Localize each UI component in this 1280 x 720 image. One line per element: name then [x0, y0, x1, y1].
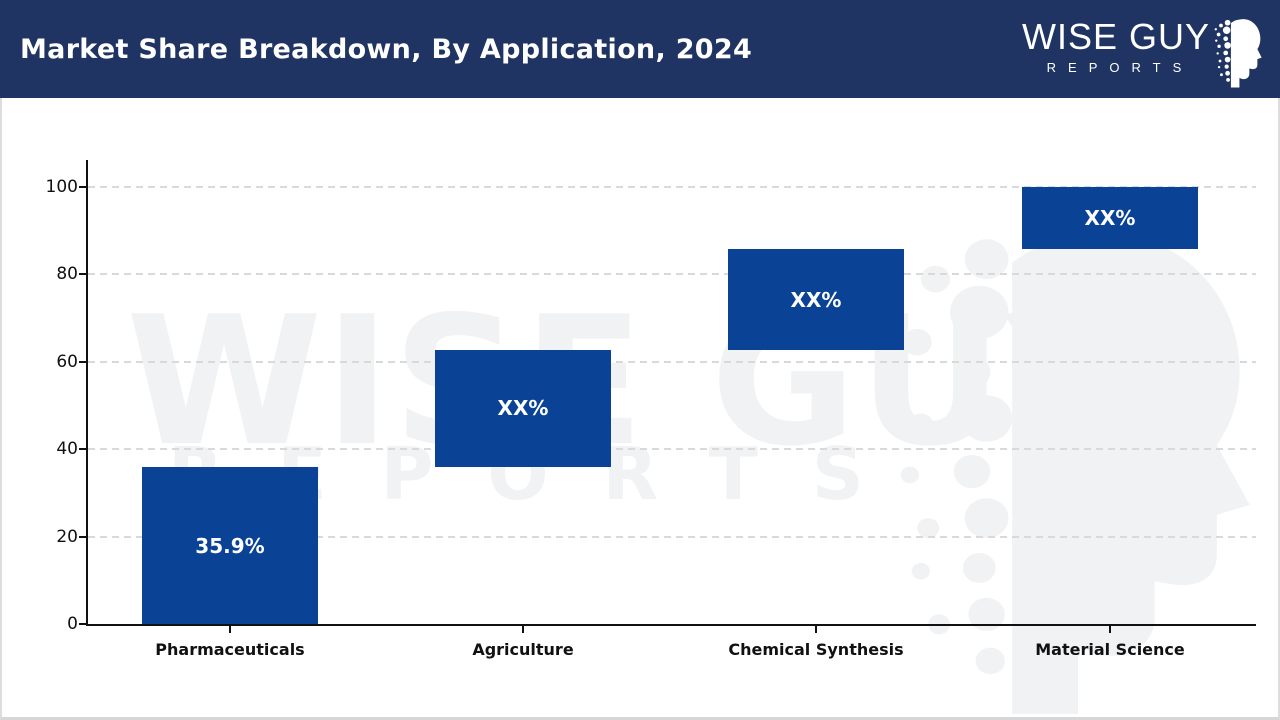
y-tick-mark	[79, 535, 87, 538]
y-tick-label: 80	[56, 264, 78, 285]
logo-text: WISE GUY REPORTS	[1021, 16, 1210, 76]
gridline-20	[88, 535, 1256, 538]
gridline-40	[88, 448, 1256, 451]
bar-pharmaceuticals: 35.9%	[142, 467, 318, 624]
y-tick-mark	[79, 186, 87, 188]
bar-value-label: XX%	[790, 287, 842, 312]
x-tick-mark	[1109, 626, 1111, 633]
gridline-100	[88, 186, 1256, 188]
wise-guy-logo: WISE GUY REPORTS	[1022, 9, 1264, 89]
x-category-label-pharmaceuticals: Pharmaceuticals	[155, 640, 305, 659]
y-tick-label: 60	[56, 351, 78, 372]
logo-subtext: REPORTS	[1046, 60, 1194, 75]
header: Market Share Breakdown, By Application, …	[0, 0, 1280, 98]
y-axis-line	[86, 160, 88, 626]
y-tick-label: 0	[67, 614, 78, 634]
y-tick-mark	[79, 448, 87, 451]
y-tick-mark	[79, 273, 87, 276]
gridline-60	[88, 360, 1256, 363]
y-tick-mark	[79, 360, 87, 363]
x-category-label-material-science: Material Science	[1035, 640, 1185, 659]
y-tick-label: 20	[56, 526, 78, 547]
x-tick-mark	[815, 626, 817, 633]
bar-chemical-synthesis: XX%	[728, 249, 904, 350]
y-tick-mark	[79, 623, 87, 625]
x-category-label-agriculture: Agriculture	[472, 640, 574, 659]
x-tick-mark	[522, 626, 524, 633]
y-tick-label: 40	[56, 439, 78, 460]
watermark-head-graphic	[886, 234, 1250, 714]
logo-head-icon	[1214, 19, 1262, 88]
x-axis-line	[86, 624, 1256, 626]
bar-material-science: XX%	[1022, 187, 1198, 250]
bar-value-label: XX%	[1084, 206, 1136, 231]
bar-value-label: 35.9%	[195, 533, 265, 558]
y-tick-label: 100	[45, 177, 78, 197]
x-tick-mark	[229, 626, 231, 633]
x-category-label-chemical-synthesis: Chemical Synthesis	[728, 640, 904, 659]
bar-value-label: XX%	[497, 396, 549, 421]
page-title: Market Share Breakdown, By Application, …	[20, 33, 753, 65]
gridline-80	[88, 273, 1256, 276]
bar-agriculture: XX%	[435, 349, 611, 468]
logo-wordmark: WISE GUY	[1021, 16, 1210, 57]
